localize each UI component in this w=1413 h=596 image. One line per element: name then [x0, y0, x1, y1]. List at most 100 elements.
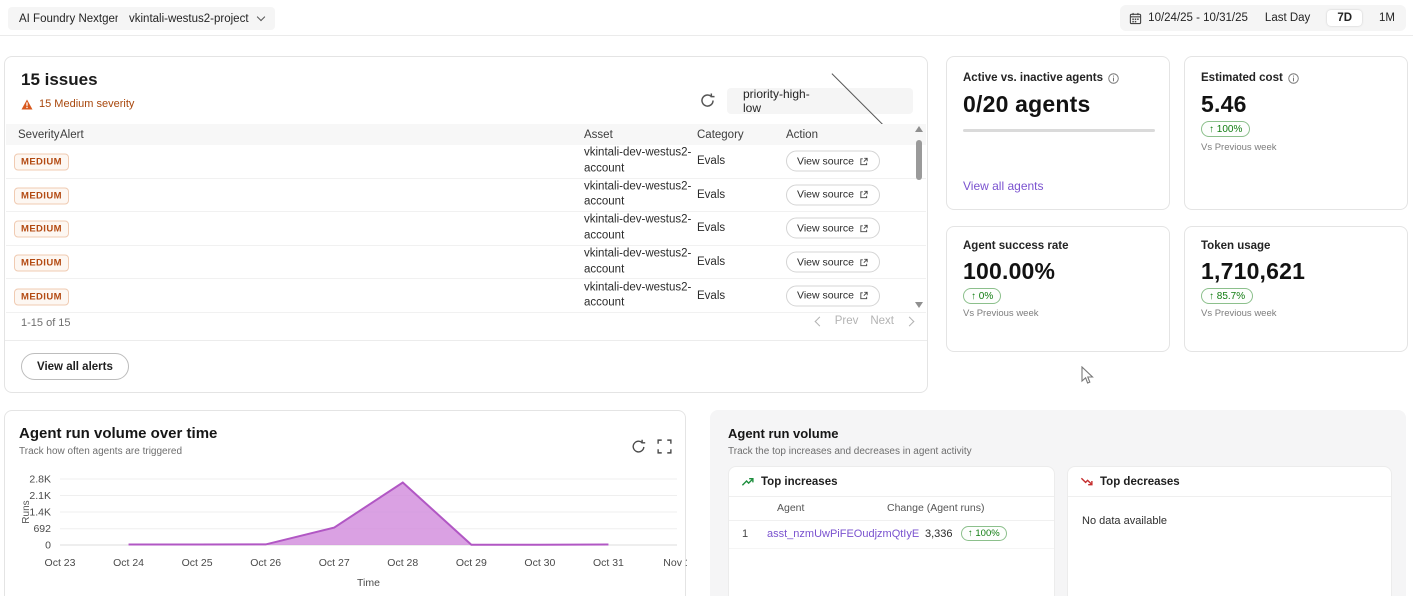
svg-text:0: 0: [45, 540, 51, 552]
cost-delta-badge: ↑ 100%: [1201, 121, 1251, 137]
next-button[interactable]: Next: [870, 315, 894, 327]
external-link-icon: [860, 258, 868, 266]
token-usage-value: 1,710,621: [1201, 258, 1306, 284]
view-source-label: View source: [797, 155, 855, 168]
scroll-up-icon[interactable]: [915, 126, 923, 132]
category-cell: Evals: [697, 289, 726, 302]
success-rate-title: Agent success rate: [963, 240, 1069, 252]
refresh-icon[interactable]: [630, 438, 647, 455]
svg-text:Time: Time: [357, 577, 380, 589]
top-decreases-card: Top decreases No data available: [1067, 466, 1392, 596]
pagination-range: 1-15 of 15: [21, 317, 71, 329]
column-header-change: Change (Agent runs): [887, 502, 985, 514]
category-cell: Evals: [697, 155, 726, 168]
info-icon[interactable]: [1288, 72, 1299, 84]
category-cell: Evals: [697, 188, 726, 201]
tokens-delta-caption: Vs Previous week: [1201, 308, 1277, 319]
asset-cell: vkintali-dev-westus2-account: [584, 281, 692, 309]
svg-text:Oct 27: Oct 27: [319, 557, 350, 569]
column-header-action: Action: [786, 128, 818, 141]
range-button-1m[interactable]: 1M: [1379, 12, 1395, 24]
svg-text:Oct 29: Oct 29: [456, 557, 487, 569]
panel-subtitle: Track the top increases and decreases in…: [728, 446, 972, 457]
svg-text:Oct 24: Oct 24: [113, 557, 144, 569]
external-link-icon: [860, 157, 868, 165]
sort-dropdown[interactable]: priority-high-low: [727, 69, 913, 130]
refresh-button[interactable]: [699, 92, 719, 112]
change-cell: 3,336: [925, 528, 953, 540]
chart-subtitle: Track how often agents are triggered: [19, 446, 183, 457]
view-source-button[interactable]: View source: [786, 184, 881, 206]
severity-badge: MEDIUM: [14, 187, 69, 205]
increases-table-header: Agent Change (Agent runs): [729, 497, 1054, 521]
estimated-cost-title: Estimated cost: [1201, 72, 1283, 84]
svg-text:2.8K: 2.8K: [29, 474, 51, 486]
run-volume-chart-card: Agent run volume over time Track how oft…: [4, 410, 687, 596]
svg-text:Oct 28: Oct 28: [387, 557, 418, 569]
svg-text:2.1K: 2.1K: [29, 490, 51, 502]
view-source-button[interactable]: View source: [786, 251, 881, 273]
trend-down-icon: [1080, 477, 1093, 486]
view-all-alerts-button[interactable]: View all alerts: [21, 353, 129, 380]
no-data-text: No data available: [1082, 515, 1168, 527]
external-link-icon: [860, 191, 868, 199]
chevron-down-icon: [256, 12, 265, 22]
range-button-last-day[interactable]: Last Day: [1264, 12, 1311, 24]
project-selector[interactable]: vkintali-westus2-project: [118, 7, 275, 30]
issues-card: 15 issues 15 Medium severity priority-hi…: [4, 56, 928, 393]
table-scrollbar[interactable]: [913, 126, 925, 308]
asset-cell: vkintali-dev-westus2-account: [584, 146, 692, 175]
warning-icon: [21, 99, 33, 109]
estimated-cost-value: 5.46: [1201, 91, 1247, 117]
chart-title: Agent run volume over time: [19, 425, 218, 442]
next-chevron-icon[interactable]: [904, 316, 915, 326]
issues-table-body: MEDIUM vkintali-dev-westus2-account Eval…: [6, 145, 926, 313]
severity-badge: MEDIUM: [14, 288, 69, 306]
token-usage-card: Token usage 1,710,621 ↑ 85.7% Vs Previou…: [1184, 226, 1408, 352]
column-header-severity: Severity: [18, 128, 60, 141]
info-icon[interactable]: [1108, 72, 1119, 84]
expand-icon[interactable]: [656, 438, 673, 455]
table-row: MEDIUM vkintali-dev-westus2-account Eval…: [6, 279, 926, 313]
panel-title: Agent run volume: [728, 426, 839, 441]
date-range-label: 10/24/25 - 10/31/25: [1148, 12, 1248, 24]
view-source-button[interactable]: View source: [786, 285, 881, 307]
prev-chevron-icon[interactable]: [814, 316, 825, 326]
org-selector-label: AI Foundry Nextgen INT: [19, 12, 143, 25]
active-agents-title: Active vs. inactive agents: [963, 72, 1103, 84]
view-source-button[interactable]: View source: [786, 150, 881, 172]
prev-button[interactable]: Prev: [834, 315, 859, 327]
svg-text:Oct 31: Oct 31: [593, 557, 624, 569]
increase-row: 1 asst_nzmUwPiFEOudjzmQtIyEHtqz 3,336 ↑ …: [729, 521, 1054, 549]
range-button-7d[interactable]: 7D: [1327, 10, 1363, 26]
top-increases-card: Top increases Agent Change (Agent runs) …: [728, 466, 1055, 596]
active-agents-card: Active vs. inactive agents 0/20 agents V…: [946, 56, 1170, 210]
view-all-agents-link[interactable]: View all agents: [963, 179, 1044, 193]
column-header-agent: Agent: [777, 502, 805, 514]
change-delta-badge: ↑ 100%: [961, 526, 1007, 541]
severity-badge: MEDIUM: [14, 254, 69, 272]
column-header-asset: Asset: [584, 128, 613, 141]
category-cell: Evals: [697, 256, 726, 269]
asset-cell: vkintali-dev-westus2-account: [584, 247, 692, 276]
project-selector-label: vkintali-westus2-project: [129, 12, 249, 25]
date-range-picker[interactable]: 10/24/25 - 10/31/25: [1129, 12, 1248, 25]
external-link-icon: [860, 224, 868, 233]
view-source-button[interactable]: View source: [786, 217, 881, 239]
svg-text:692: 692: [33, 523, 51, 535]
column-header-alert: Alert: [60, 128, 84, 141]
table-row: MEDIUM vkintali-dev-westus2-account Eval…: [6, 145, 926, 179]
scroll-down-icon[interactable]: [915, 302, 923, 308]
success-delta-caption: Vs Previous week: [963, 308, 1039, 319]
view-source-label: View source: [797, 222, 855, 235]
rank-cell: 1: [742, 528, 749, 540]
scrollbar-thumb[interactable]: [916, 140, 922, 180]
category-cell: Evals: [697, 222, 726, 235]
agents-progress-bar: [963, 129, 1155, 132]
svg-text:Oct 30: Oct 30: [524, 557, 555, 569]
svg-text:Oct 25: Oct 25: [182, 557, 213, 569]
agent-link[interactable]: asst_nzmUwPiFEOudjzmQtIyEHtqz: [767, 528, 919, 540]
cost-delta-caption: Vs Previous week: [1201, 142, 1277, 153]
refresh-icon: [701, 93, 715, 107]
column-header-category: Category: [697, 128, 744, 141]
